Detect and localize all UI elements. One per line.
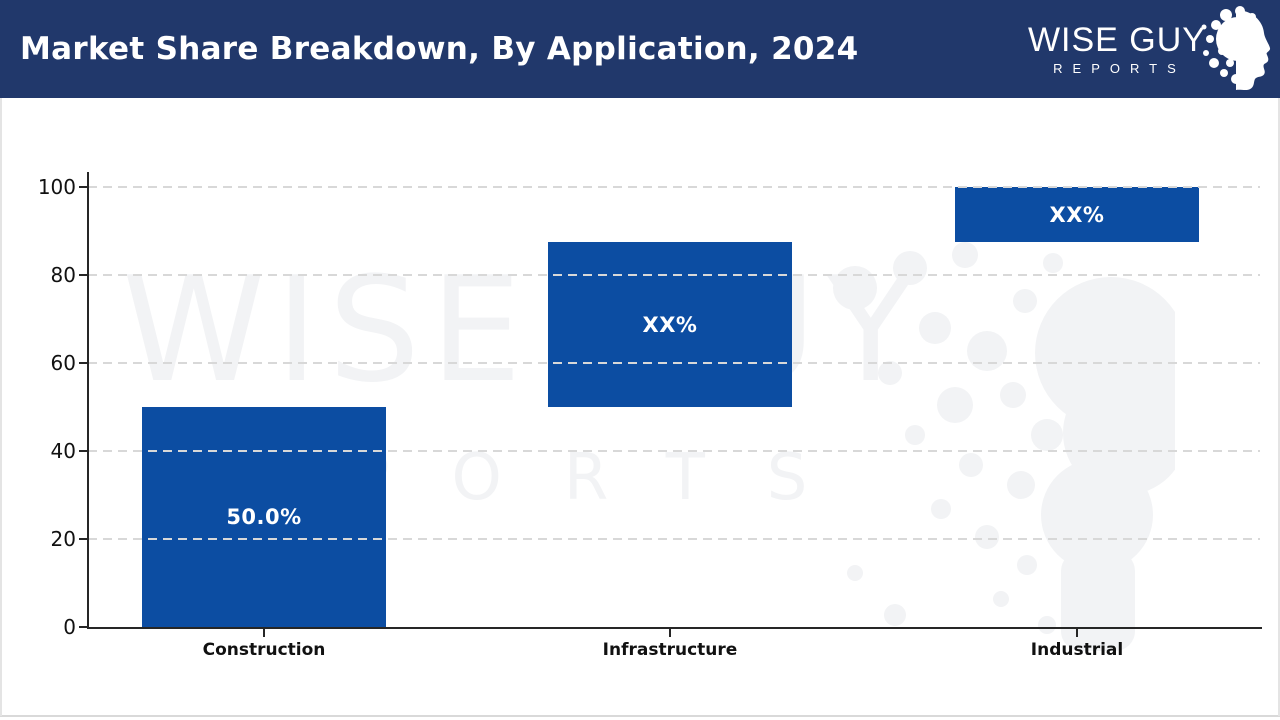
gridline-80 [88, 274, 1260, 276]
gridline-40 [88, 450, 1260, 452]
card-left-border [0, 98, 2, 716]
y-tick-mark [79, 626, 87, 628]
wise-guy-logo: WISE GUY REPORTS [1028, 4, 1272, 94]
card-right-border [1278, 98, 1280, 716]
logo-head-icon [1201, 6, 1271, 91]
x-axis-spine [87, 627, 1262, 629]
bar-infrastructure [548, 242, 792, 407]
header-bar: Market Share Breakdown, By Application, … [0, 0, 1280, 98]
chart-title: Market Share Breakdown, By Application, … [20, 31, 859, 67]
y-tick-label: 0 [63, 615, 76, 639]
card-bottom-border [0, 715, 1280, 717]
y-tick-mark [79, 538, 87, 540]
watermark-head-icon [833, 242, 1175, 651]
logo-wiseguy-label: WISE GUY [1027, 20, 1206, 59]
x-tick-mark [669, 629, 671, 637]
bar-value-label: XX% [1049, 202, 1105, 227]
x-tick-mark [263, 629, 265, 637]
x-tick-mark [1076, 629, 1078, 637]
y-tick-label: 80 [50, 263, 76, 287]
x-category-label: Industrial [1030, 640, 1124, 660]
x-category-label: Infrastructure [602, 640, 738, 660]
logo-reports-label: REPORTS [1053, 60, 1186, 76]
x-category-label: Construction [202, 640, 326, 660]
bar-construction [142, 407, 386, 627]
y-tick-mark [79, 362, 87, 364]
bar-industrial [955, 187, 1199, 242]
y-tick-label: 60 [50, 351, 76, 375]
y-tick-label: 100 [37, 175, 76, 199]
y-tick-mark [79, 186, 87, 188]
y-tick-label: 40 [50, 439, 76, 463]
y-axis-spine [87, 172, 89, 629]
bar-value-label: XX% [642, 312, 698, 337]
gridline-60 [88, 362, 1260, 364]
y-tick-mark [79, 274, 87, 276]
gridline-100 [88, 186, 1260, 188]
logo-text: WISE GUY REPORTS [1028, 23, 1206, 76]
y-tick-label: 20 [50, 527, 76, 551]
gridline-20 [88, 538, 1260, 540]
y-tick-mark [79, 450, 87, 452]
bar-value-label: 50.0% [226, 505, 302, 529]
